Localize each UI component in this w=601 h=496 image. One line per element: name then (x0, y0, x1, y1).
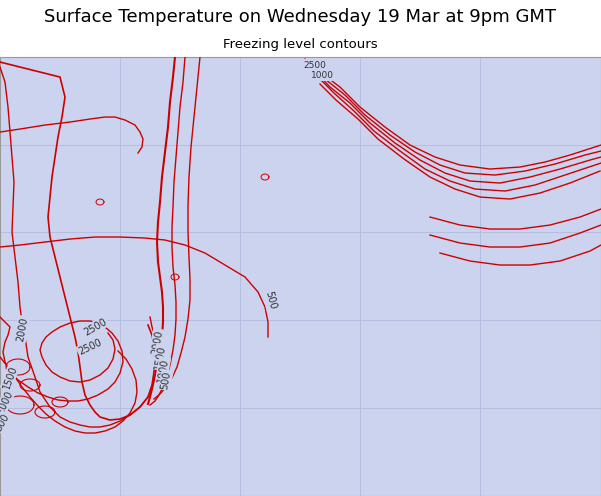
Text: 2000: 2000 (150, 329, 164, 355)
Text: 1500: 1500 (1, 364, 19, 390)
Text: Surface Temperature on Wednesday 19 Mar at 9pm GMT: Surface Temperature on Wednesday 19 Mar … (44, 8, 557, 26)
Text: 2000: 2000 (15, 316, 29, 342)
Text: 500: 500 (263, 290, 277, 310)
Text: 1000: 1000 (156, 357, 170, 383)
Text: Freezing level contours: Freezing level contours (223, 38, 378, 51)
Text: 2500: 2500 (77, 337, 103, 357)
Text: 1000: 1000 (311, 70, 334, 79)
Text: 500: 500 (0, 412, 11, 433)
Text: 2500: 2500 (304, 61, 326, 69)
Text: 500: 500 (159, 370, 172, 390)
Text: 1000: 1000 (0, 389, 14, 415)
Text: 1500: 1500 (153, 344, 167, 370)
Text: 2500: 2500 (82, 316, 108, 338)
